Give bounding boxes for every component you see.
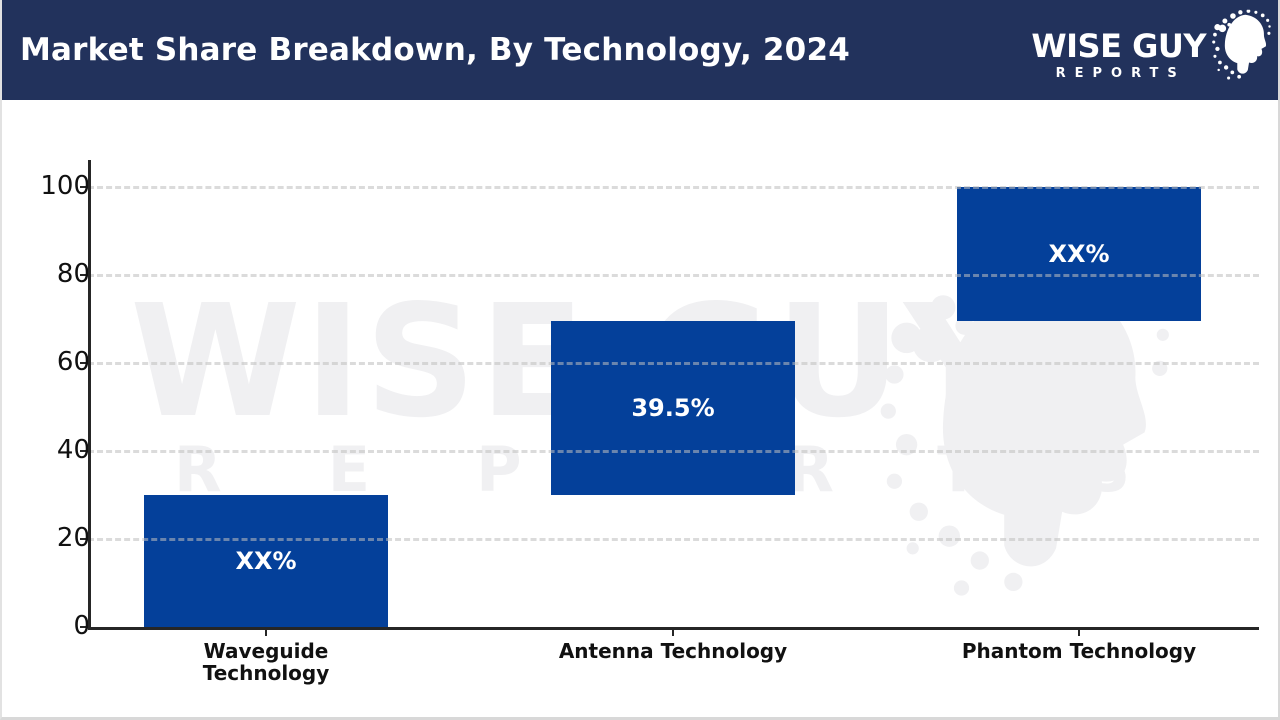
y-tick-label: 80 <box>56 259 90 289</box>
gridline <box>88 537 1259 541</box>
x-tick-mark <box>1078 629 1080 636</box>
bar-value-label: XX% <box>1048 240 1110 269</box>
y-tick-mark <box>80 274 88 276</box>
y-axis-line <box>88 160 91 630</box>
brand-face-icon <box>1210 4 1272 90</box>
gridline <box>88 361 1259 365</box>
bar-segment: XX% <box>957 187 1201 322</box>
y-tick-label: 20 <box>56 523 90 553</box>
x-category-label: Waveguide Technology <box>202 639 330 685</box>
page-title: Market Share Breakdown, By Technology, 2… <box>20 32 850 68</box>
report-header: Market Share Breakdown, By Technology, 2… <box>2 0 1278 100</box>
brand-subname: REPORTS <box>1055 65 1186 81</box>
y-tick-label: 100 <box>40 171 90 201</box>
y-tick-mark <box>80 362 88 364</box>
bar-segment: XX% <box>144 495 388 627</box>
brand-text: WISE GUY REPORTS <box>1031 14 1206 81</box>
gridline <box>88 185 1259 189</box>
y-tick-mark <box>80 450 88 452</box>
x-tick-mark <box>672 629 674 636</box>
x-axis-line <box>88 627 1259 630</box>
brand-logo: WISE GUY REPORTS <box>1031 4 1272 90</box>
bar-value-label: XX% <box>235 547 297 575</box>
bar-value-label: 39.5% <box>631 394 715 423</box>
gridline <box>88 273 1259 277</box>
y-tick-label: 60 <box>56 347 90 377</box>
y-tick-mark <box>80 186 88 188</box>
x-category-label: Antenna Technology <box>558 639 788 663</box>
y-tick-label: 40 <box>56 435 90 465</box>
gridline <box>88 449 1259 453</box>
brand-name: WISE GUY <box>1031 26 1206 65</box>
x-category-label: Phantom Technology <box>961 639 1197 663</box>
y-tick-mark <box>80 538 88 540</box>
y-tick-mark <box>80 626 88 628</box>
bar-segment: 39.5% <box>551 321 795 495</box>
x-tick-mark <box>265 629 267 636</box>
y-tick-label: 0 <box>73 611 90 641</box>
